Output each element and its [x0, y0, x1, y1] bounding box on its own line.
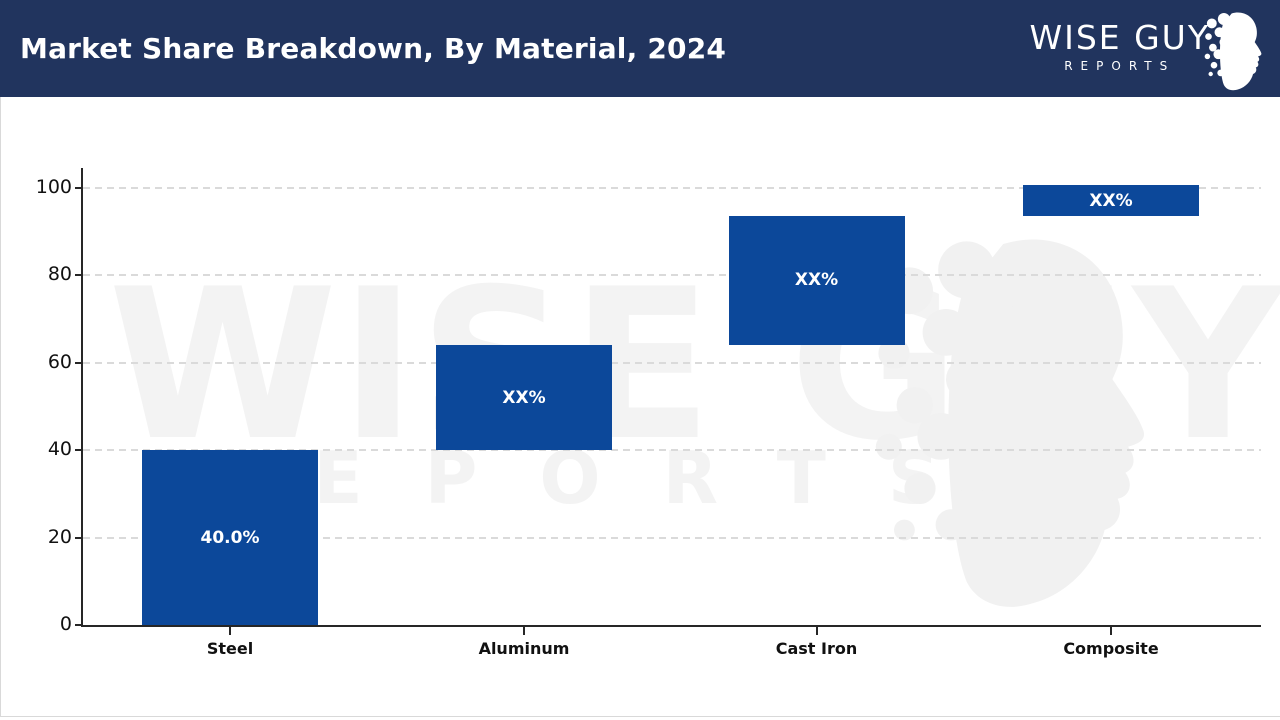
y-tick-label: 100	[35, 175, 72, 198]
brand-logo: WISE GUY REPORTS	[1018, 6, 1268, 92]
y-tick-label: 60	[47, 350, 72, 373]
x-axis-label: Steel	[206, 639, 254, 658]
bar-value-label: XX%	[794, 270, 839, 291]
y-tick-mark	[75, 624, 83, 626]
y-tick-mark	[75, 274, 83, 276]
bar-value-label: XX%	[1089, 190, 1133, 211]
bar-cast-iron: XX%	[728, 215, 905, 345]
header-bar: Market Share Breakdown, By Material, 202…	[0, 0, 1280, 97]
bar-value-label: 40.0%	[200, 527, 260, 548]
watermark-subtext: REPORTS	[196, 436, 1002, 520]
y-tick-label: 40	[47, 438, 72, 460]
y-tick-mark	[75, 186, 83, 189]
bar-steel: 40.0%	[142, 450, 318, 625]
gridline	[83, 186, 1261, 189]
x-tick-mark	[229, 627, 231, 635]
y-tick-mark	[75, 449, 83, 451]
bar-aluminum: XX%	[436, 345, 612, 450]
x-axis-label: Composite	[1063, 639, 1159, 658]
gridline	[83, 274, 1261, 276]
gridline	[83, 449, 1261, 451]
page-left-border	[0, 97, 1, 717]
gridline	[83, 361, 1261, 364]
bar-value-label: XX%	[502, 387, 546, 408]
watermark-head-icon	[875, 239, 1145, 607]
logo-wordmark: WISE GUY	[1029, 18, 1210, 57]
y-tick-label: 80	[47, 263, 72, 285]
x-tick-mark	[815, 627, 818, 635]
gridline	[83, 536, 1261, 539]
logo-head-icon	[1204, 12, 1262, 91]
x-tick-mark	[523, 627, 525, 635]
x-axis-line	[81, 625, 1261, 627]
y-tick-mark	[75, 361, 83, 364]
y-tick-label: 0	[59, 613, 72, 635]
page-bottom-border	[0, 716, 1280, 717]
y-tick-mark	[75, 536, 83, 539]
y-tick-label: 20	[47, 525, 72, 548]
y-axis-line	[81, 168, 83, 627]
logo-text-block: WISE GUY REPORTS	[1029, 18, 1210, 74]
bar-composite: XX%	[1023, 185, 1199, 216]
x-axis-label: Cast Iron	[775, 639, 858, 658]
logo-subtext: REPORTS	[1064, 59, 1176, 73]
x-tick-mark	[1110, 627, 1112, 635]
chart-title: Market Share Breakdown, By Material, 202…	[20, 32, 727, 65]
x-axis-label: Aluminum	[478, 639, 570, 658]
